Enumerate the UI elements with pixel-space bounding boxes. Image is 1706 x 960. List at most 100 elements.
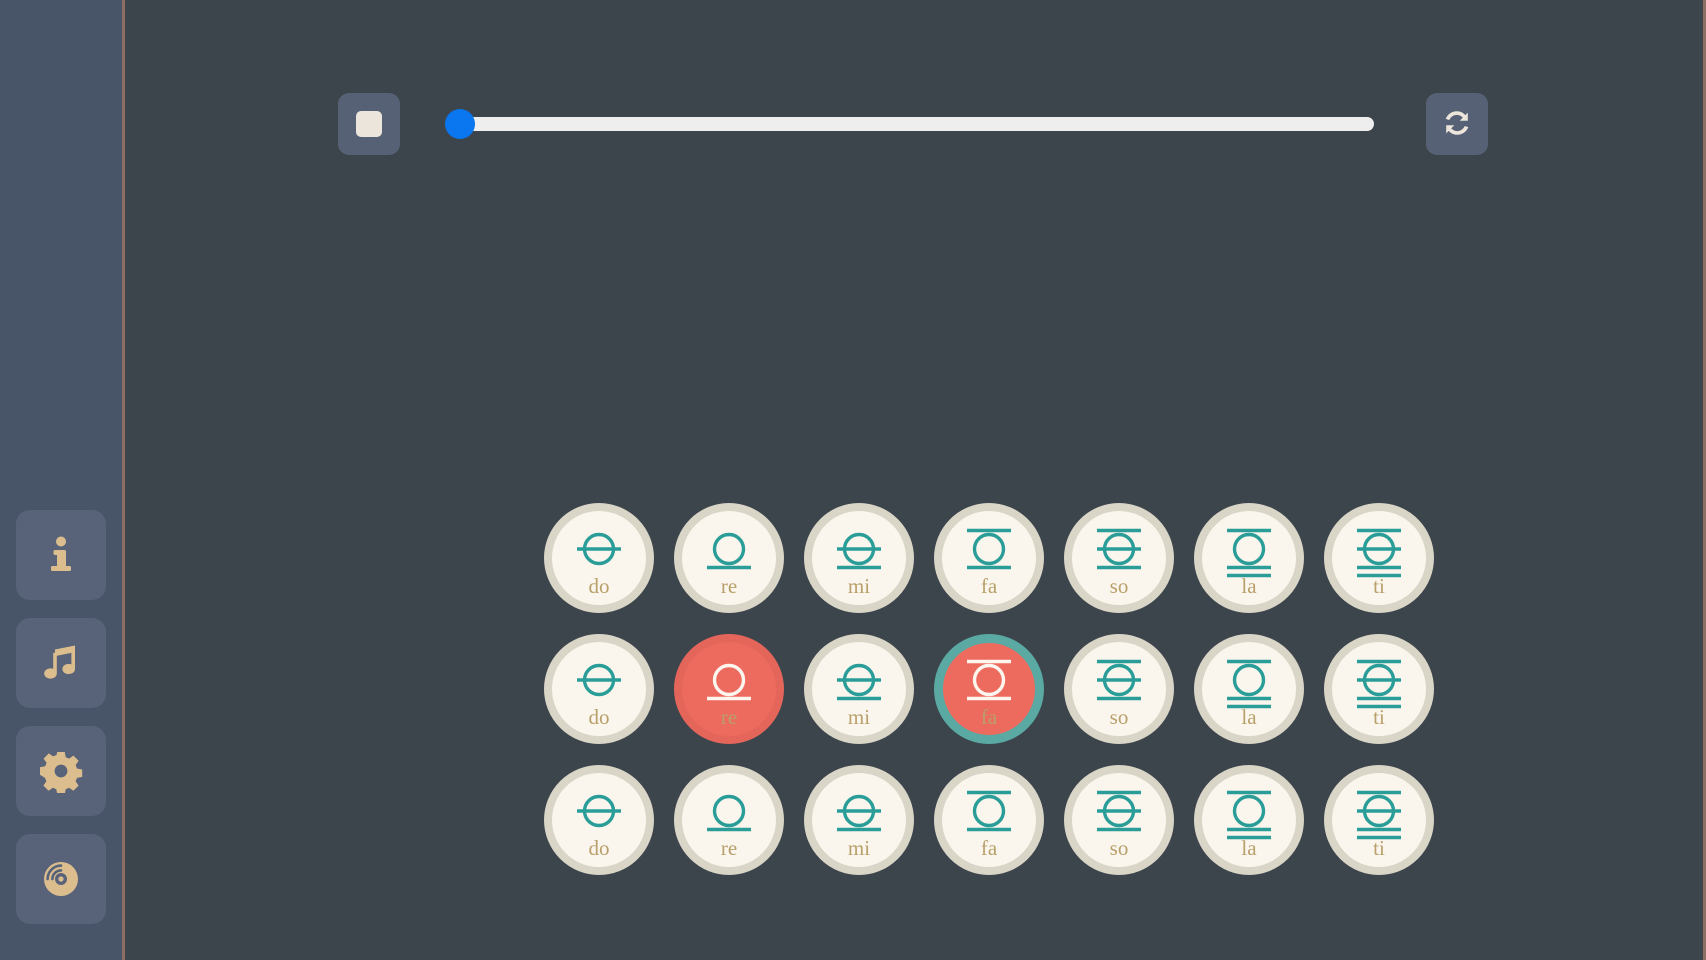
tempo-slider[interactable] (445, 93, 1374, 155)
note-cell: la (1184, 624, 1314, 754)
note-cell: re (664, 493, 794, 623)
note-button-mi-row1[interactable]: mi (804, 634, 914, 744)
note-glyph-mi-icon (828, 653, 890, 711)
note-button-so-row2[interactable]: so (1064, 765, 1174, 875)
note-cell: mi (794, 755, 924, 885)
note-button-do-row2[interactable]: do (544, 765, 654, 875)
sidebar (0, 0, 125, 960)
note-label: do (588, 835, 610, 860)
note-cell: so (1054, 493, 1184, 623)
note-cell: mi (794, 624, 924, 754)
note-button-fa-row0[interactable]: fa (934, 503, 1044, 613)
note-cell: ti (1314, 493, 1444, 623)
note-label: la (1241, 704, 1257, 729)
note-cell: la (1184, 493, 1314, 623)
note-button-la-row0[interactable]: la (1194, 503, 1304, 613)
note-label: fa (980, 835, 998, 860)
note-button-la-row2[interactable]: la (1194, 765, 1304, 875)
note-glyph-so-icon (1088, 653, 1150, 711)
note-label: ti (1373, 835, 1385, 860)
transport-bar (338, 93, 1488, 155)
note-glyph-la-icon (1218, 522, 1280, 580)
music-note-icon (39, 641, 83, 685)
note-label: fa (980, 573, 998, 598)
note-glyph-so-icon (1088, 784, 1150, 842)
note-cell: re (664, 755, 794, 885)
sidebar-item-record[interactable] (16, 834, 106, 924)
note-button-so-row1[interactable]: so (1064, 634, 1174, 744)
note-glyph-mi-icon (828, 522, 890, 580)
note-label: mi (847, 704, 871, 729)
note-row: do re mi fa so la ti (534, 624, 1444, 754)
note-cell: fa (924, 755, 1054, 885)
note-button-so-row0[interactable]: so (1064, 503, 1174, 613)
note-label: re (720, 835, 738, 860)
note-glyph-do-icon (568, 784, 630, 842)
note-button-re-row0[interactable]: re (674, 503, 784, 613)
note-label: fa (980, 704, 998, 729)
note-button-ti-row1[interactable]: ti (1324, 634, 1434, 744)
note-button-re-row2[interactable]: re (674, 765, 784, 875)
note-glyph-re-icon (698, 522, 760, 580)
note-label: so (1109, 835, 1129, 860)
note-row: do re mi fa so la ti (534, 755, 1444, 885)
note-label: do (588, 573, 610, 598)
note-button-do-row1[interactable]: do (544, 634, 654, 744)
note-cell: so (1054, 755, 1184, 885)
note-cell: fa (924, 624, 1054, 754)
note-cell: ti (1314, 624, 1444, 754)
note-button-mi-row2[interactable]: mi (804, 765, 914, 875)
note-button-fa-row1[interactable]: fa (934, 634, 1044, 744)
note-cell: ti (1314, 755, 1444, 885)
note-glyph-so-icon (1088, 522, 1150, 580)
note-glyph-re-icon (698, 653, 760, 711)
info-icon (39, 533, 83, 577)
note-cell: mi (794, 493, 924, 623)
note-button-do-row0[interactable]: do (544, 503, 654, 613)
note-cell: la (1184, 755, 1314, 885)
note-glyph-la-icon (1218, 653, 1280, 711)
note-glyph-ti-icon (1348, 653, 1410, 711)
note-button-ti-row2[interactable]: ti (1324, 765, 1434, 875)
note-label: so (1109, 573, 1129, 598)
sidebar-item-info[interactable] (16, 510, 106, 600)
note-glyph-fa-icon (958, 653, 1020, 711)
note-cell: do (534, 624, 664, 754)
note-label: mi (847, 573, 871, 598)
note-label: mi (847, 835, 871, 860)
note-glyph-do-icon (568, 653, 630, 711)
note-glyph-fa-icon (958, 784, 1020, 842)
note-label: la (1241, 835, 1257, 860)
note-glyph-fa-icon (958, 522, 1020, 580)
note-glyph-re-icon (698, 784, 760, 842)
note-glyph-do-icon (568, 522, 630, 580)
note-glyph-ti-icon (1348, 522, 1410, 580)
note-cell: fa (924, 493, 1054, 623)
note-button-la-row1[interactable]: la (1194, 634, 1304, 744)
note-button-ti-row0[interactable]: ti (1324, 503, 1434, 613)
note-cell: so (1054, 624, 1184, 754)
note-cell: do (534, 755, 664, 885)
gear-icon (39, 749, 83, 793)
reload-button[interactable] (1426, 93, 1488, 155)
note-button-fa-row2[interactable]: fa (934, 765, 1044, 875)
note-glyph-mi-icon (828, 784, 890, 842)
sidebar-item-music[interactable] (16, 618, 106, 708)
note-glyph-ti-icon (1348, 784, 1410, 842)
note-label: do (588, 704, 610, 729)
note-label: ti (1373, 573, 1385, 598)
note-row: do re mi fa so la ti (534, 493, 1444, 623)
sidebar-item-settings[interactable] (16, 726, 106, 816)
note-label: re (720, 704, 738, 729)
note-button-re-row1[interactable]: re (674, 634, 784, 744)
note-label: la (1241, 573, 1257, 598)
note-button-mi-row0[interactable]: mi (804, 503, 914, 613)
stop-button[interactable] (338, 93, 400, 155)
note-grid: do re mi fa so la ti do re mi fa so la ti do re mi fa so la… (534, 493, 1444, 885)
note-cell: re (664, 624, 794, 754)
stop-square-icon (356, 111, 382, 137)
note-label: ti (1373, 704, 1385, 729)
slider-track[interactable] (445, 109, 1374, 139)
slider-thumb[interactable] (445, 109, 475, 139)
